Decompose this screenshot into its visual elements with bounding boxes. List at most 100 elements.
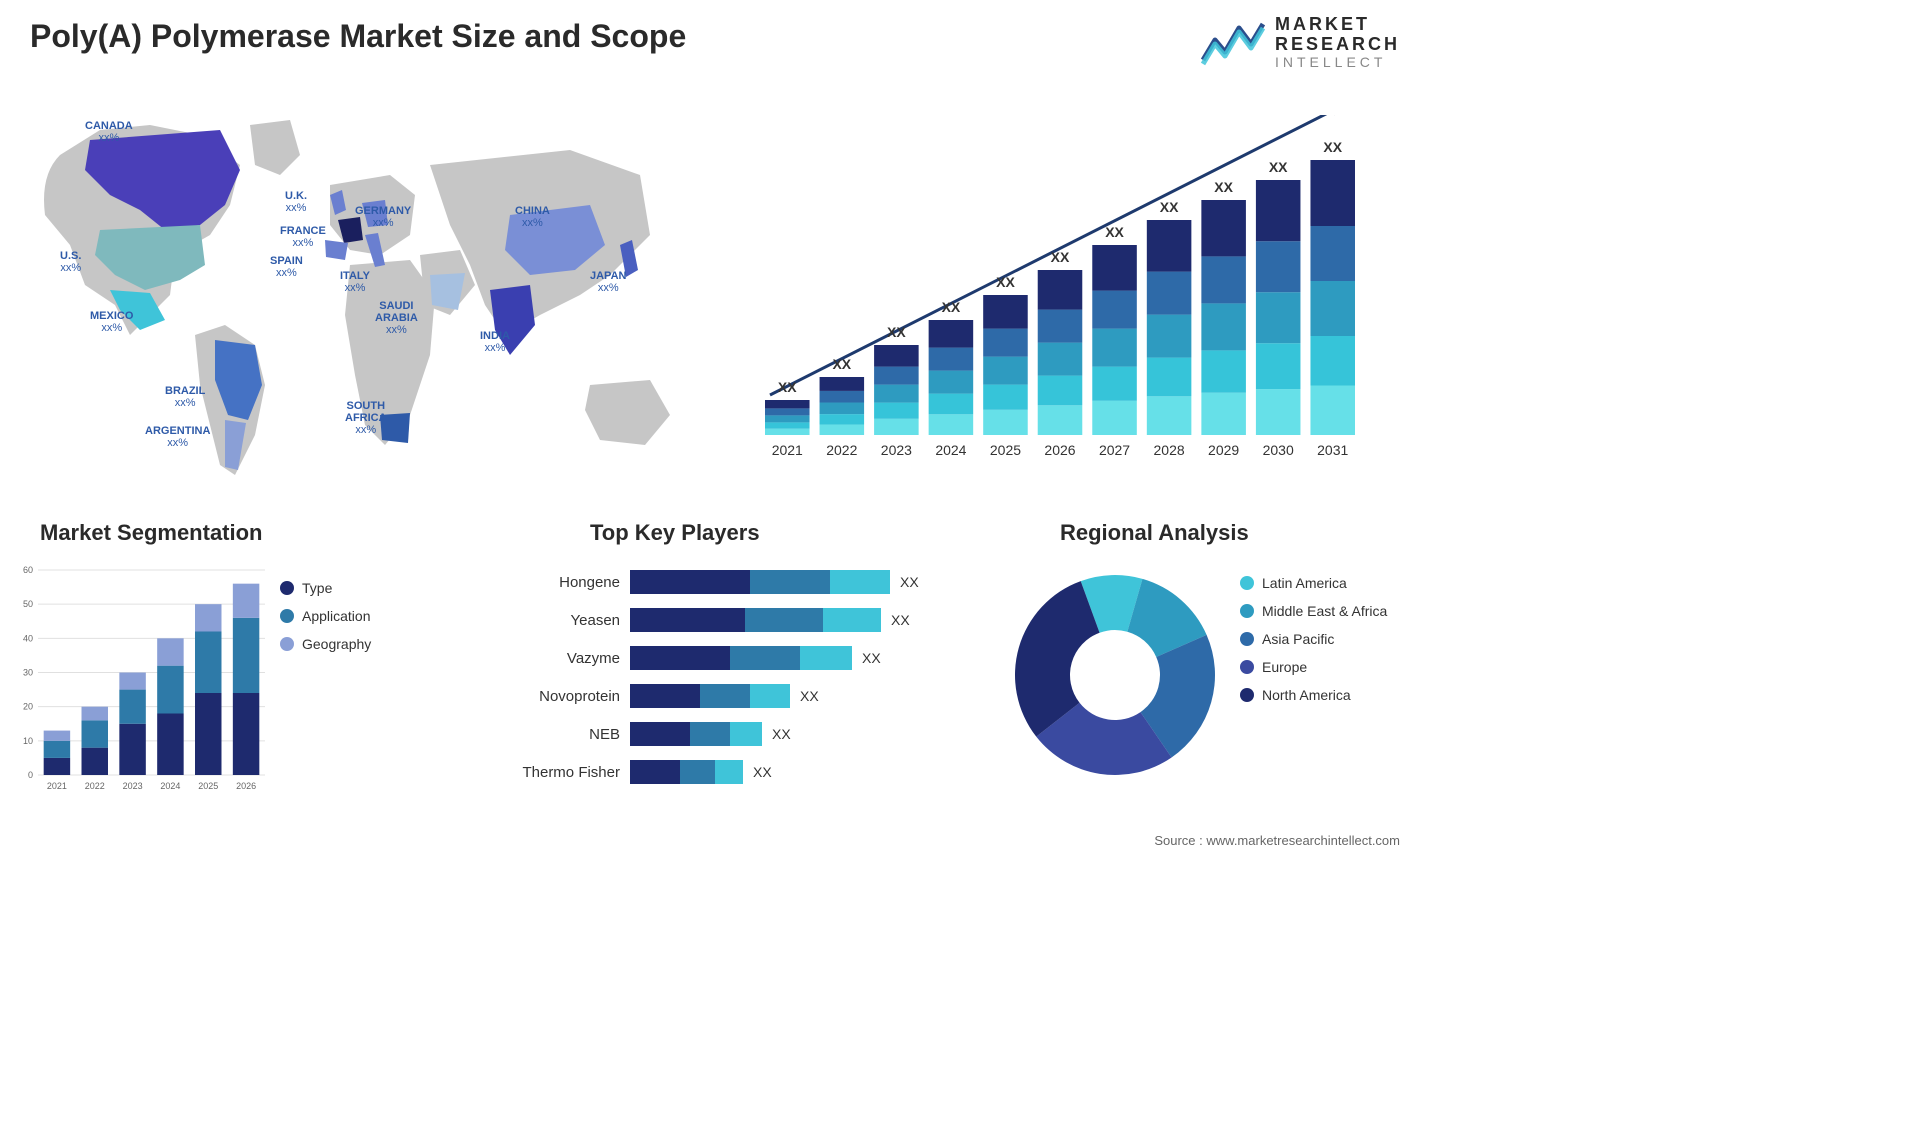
map-country-label: CANADAxx%: [85, 120, 133, 144]
player-bar: [630, 722, 762, 746]
svg-text:50: 50: [23, 599, 33, 609]
svg-text:60: 60: [23, 565, 33, 575]
key-players-chart: HongeneXXYeasenXXVazymeXXNovoproteinXXNE…: [500, 565, 980, 815]
world-map: CANADAxx% U.S.xx% MEXICOxx% BRAZILxx% ARGENT…: [30, 95, 700, 495]
legend-item: Europe: [1240, 659, 1387, 675]
svg-text:XX: XX: [996, 274, 1015, 290]
svg-text:40: 40: [23, 633, 33, 643]
svg-text:2030: 2030: [1263, 442, 1294, 458]
legend-item: Asia Pacific: [1240, 631, 1387, 647]
player-row: NEB XX: [500, 717, 980, 751]
segmentation-heading: Market Segmentation: [40, 520, 263, 546]
legend-item: Type: [280, 580, 371, 596]
svg-text:XX: XX: [1214, 179, 1233, 195]
player-label: Novoprotein: [500, 688, 630, 705]
svg-text:XX: XX: [1051, 249, 1070, 265]
segmentation-legend: Type Application Geography: [280, 580, 371, 664]
map-country-label: JAPANxx%: [590, 270, 626, 294]
legend-item: Application: [280, 608, 371, 624]
player-row: Yeasen XX: [500, 603, 980, 637]
logo-line2: RESEARCH: [1275, 35, 1400, 55]
source-attribution: Source : www.marketresearchintellect.com: [1154, 833, 1400, 848]
legend-item: Latin America: [1240, 575, 1387, 591]
player-label: Vazyme: [500, 650, 630, 667]
player-row: Thermo Fisher XX: [500, 755, 980, 789]
map-country-label: SAUDIARABIAxx%: [375, 300, 418, 336]
players-heading: Top Key Players: [590, 520, 760, 546]
map-country-label: CHINAxx%: [515, 205, 550, 229]
player-bar: [630, 760, 743, 784]
map-country-label: INDIAxx%: [480, 330, 510, 354]
svg-text:2026: 2026: [236, 781, 256, 791]
logo-mark-icon: [1201, 18, 1265, 66]
map-country-label: U.S.xx%: [60, 250, 81, 274]
svg-text:2027: 2027: [1099, 442, 1130, 458]
svg-text:2024: 2024: [935, 442, 966, 458]
page-title: Poly(A) Polymerase Market Size and Scope: [30, 18, 686, 55]
logo-line3: INTELLECT: [1275, 55, 1400, 70]
player-row: Novoprotein XX: [500, 679, 980, 713]
player-label: Thermo Fisher: [500, 764, 630, 781]
map-country-label: ITALYxx%: [340, 270, 370, 294]
svg-text:2023: 2023: [881, 442, 912, 458]
player-bar: [630, 646, 852, 670]
logo-line1: MARKET: [1275, 15, 1400, 35]
map-country-label: ARGENTINAxx%: [145, 425, 210, 449]
svg-text:2025: 2025: [198, 781, 218, 791]
main-growth-chart: 2021 XX 2022 XX 2023 XX 2024 XX 2025 XX 2026 XX 2027…: [740, 115, 1380, 475]
segmentation-chart: 0 10 20 30 40 50 60 2021 2022 2023 2024 2025 2026: [10, 560, 270, 800]
player-label: NEB: [500, 726, 630, 743]
svg-text:2028: 2028: [1154, 442, 1185, 458]
brand-logo: MARKET RESEARCH INTELLECT: [1201, 15, 1400, 70]
player-bar: [630, 570, 890, 594]
svg-text:XX: XX: [1160, 199, 1179, 215]
svg-text:2023: 2023: [123, 781, 143, 791]
legend-item: Middle East & Africa: [1240, 603, 1387, 619]
svg-text:2021: 2021: [47, 781, 67, 791]
svg-text:XX: XX: [778, 379, 797, 395]
player-value: XX: [862, 650, 881, 666]
svg-text:10: 10: [23, 736, 33, 746]
player-value: XX: [800, 688, 819, 704]
regional-heading: Regional Analysis: [1060, 520, 1249, 546]
svg-text:2029: 2029: [1208, 442, 1239, 458]
player-label: Yeasen: [500, 612, 630, 629]
map-country-label: SOUTHAFRICAxx%: [345, 400, 387, 436]
player-bar: [630, 608, 881, 632]
regional-donut-chart: [1000, 560, 1230, 790]
svg-text:30: 30: [23, 668, 33, 678]
svg-text:XX: XX: [1105, 224, 1124, 240]
player-label: Hongene: [500, 574, 630, 591]
svg-text:XX: XX: [942, 299, 961, 315]
svg-text:2025: 2025: [990, 442, 1021, 458]
legend-item: Geography: [280, 636, 371, 652]
player-value: XX: [772, 726, 791, 742]
svg-text:2022: 2022: [85, 781, 105, 791]
logo-text: MARKET RESEARCH INTELLECT: [1275, 15, 1400, 70]
svg-text:2026: 2026: [1044, 442, 1075, 458]
svg-text:XX: XX: [1323, 139, 1342, 155]
svg-text:0: 0: [28, 770, 33, 780]
svg-text:2024: 2024: [160, 781, 180, 791]
legend-item: North America: [1240, 687, 1387, 703]
svg-text:XX: XX: [887, 324, 906, 340]
svg-text:2031: 2031: [1317, 442, 1348, 458]
svg-text:20: 20: [23, 702, 33, 712]
player-value: XX: [753, 764, 772, 780]
svg-text:2022: 2022: [826, 442, 857, 458]
map-country-label: GERMANYxx%: [355, 205, 411, 229]
map-country-label: MEXICOxx%: [90, 310, 133, 334]
map-country-label: FRANCExx%: [280, 225, 326, 249]
svg-text:2021: 2021: [772, 442, 803, 458]
player-value: XX: [900, 574, 919, 590]
player-bar: [630, 684, 790, 708]
player-value: XX: [891, 612, 910, 628]
map-country-label: U.K.xx%: [285, 190, 307, 214]
svg-text:XX: XX: [832, 356, 851, 372]
map-country-label: BRAZILxx%: [165, 385, 205, 409]
player-row: Vazyme XX: [500, 641, 980, 675]
svg-text:XX: XX: [1269, 159, 1288, 175]
map-country-label: SPAINxx%: [270, 255, 303, 279]
player-row: Hongene XX: [500, 565, 980, 599]
regional-legend: Latin America Middle East & Africa Asia Pa…: [1240, 575, 1387, 715]
